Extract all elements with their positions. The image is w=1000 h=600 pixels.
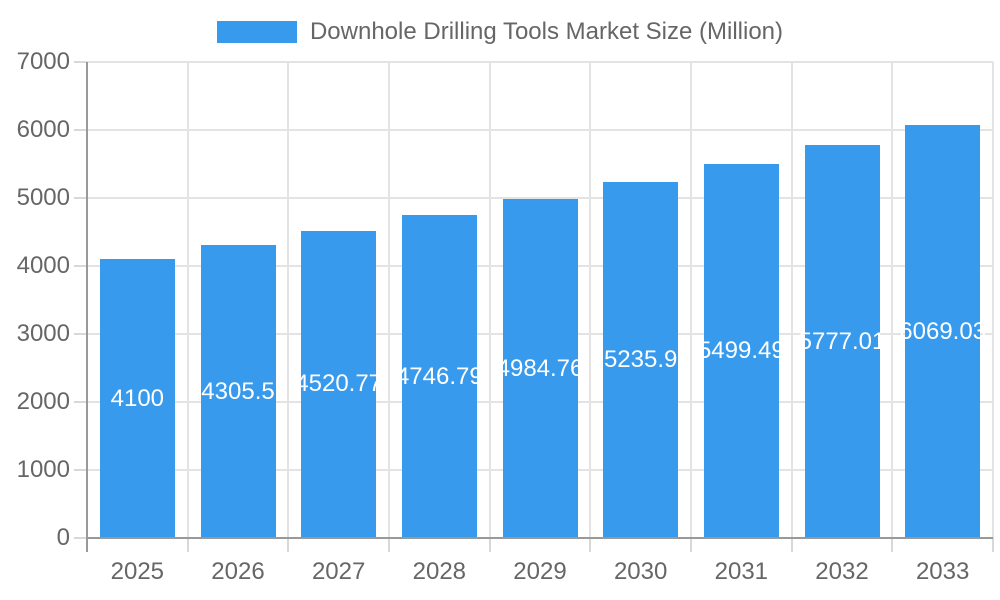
- bar: [905, 125, 981, 538]
- bar-value-label: 4305.5: [201, 377, 275, 405]
- grid-line-vertical: [992, 62, 994, 538]
- bar: [99, 259, 175, 538]
- y-axis-tick: [74, 197, 87, 199]
- grid-line-vertical: [388, 62, 390, 538]
- grid-line-vertical: [488, 62, 491, 538]
- grid-line-vertical: [790, 62, 793, 538]
- legend-item[interactable]: Downhole Drilling Tools Market Size (Mil…: [0, 14, 1000, 50]
- x-axis-tick: [690, 538, 692, 552]
- grid-line-vertical: [287, 62, 290, 538]
- x-axis-tick: [488, 538, 491, 552]
- bar: [603, 181, 679, 538]
- y-axis-tick: [74, 401, 87, 403]
- y-axis-tick: [74, 469, 87, 471]
- y-axis-tick: [74, 333, 87, 335]
- grid-line-vertical: [589, 62, 592, 538]
- bar-value-label: 5235.9: [603, 345, 678, 373]
- legend-label: Downhole Drilling Tools Market Size (Mil…: [309, 18, 784, 45]
- x-axis-tick: [891, 538, 894, 552]
- y-axis-tick-label: 6000: [16, 116, 70, 143]
- x-axis-tick-label: 2027: [311, 558, 366, 585]
- bar-value-label: 5499.49: [697, 337, 785, 365]
- x-axis-tick-label: 2028: [412, 558, 467, 585]
- y-axis-line: [86, 62, 88, 552]
- x-axis-tick-label: 2032: [815, 558, 869, 585]
- grid-line-vertical: [891, 62, 894, 538]
- x-axis-line: [87, 537, 993, 539]
- bar: [502, 199, 578, 538]
- x-axis-tick: [790, 538, 793, 552]
- grid-line-vertical: [186, 62, 189, 538]
- y-axis-tick-label: 1000: [16, 456, 70, 483]
- bar: [703, 164, 779, 538]
- grid-line-horizontal: [87, 61, 993, 63]
- x-axis-tick-label: 2026: [211, 558, 265, 585]
- x-axis-tick-label: 2030: [613, 558, 668, 585]
- bar-value-label: 4984.76: [496, 354, 584, 382]
- y-axis-tick: [74, 265, 87, 267]
- x-axis-tick: [186, 538, 189, 552]
- grid-line-vertical: [690, 62, 692, 538]
- bar-value-label: 4100: [110, 384, 165, 412]
- bar: [804, 145, 880, 538]
- y-axis-tick-label: 5000: [16, 184, 70, 211]
- legend-swatch: [216, 21, 297, 43]
- bar: [301, 230, 377, 538]
- x-axis-tick-label: 2031: [714, 558, 769, 585]
- y-axis-tick-label: 3000: [16, 320, 70, 347]
- y-axis-tick: [74, 537, 87, 539]
- grid-line-horizontal: [87, 197, 993, 199]
- bar-value-label: 4746.79: [395, 362, 483, 390]
- x-axis-tick-label: 2029: [513, 558, 567, 585]
- y-axis-tick-label: 7000: [16, 48, 70, 75]
- x-axis-tick-label: 2033: [915, 558, 970, 585]
- bar-value-label: 5777.01: [798, 327, 886, 355]
- bar-value-label: 4520.77: [295, 370, 383, 398]
- y-axis-tick-label: 4000: [16, 252, 70, 279]
- bar-value-label: 6069.03: [899, 317, 987, 345]
- y-axis-tick: [74, 61, 87, 63]
- y-axis-tick: [74, 129, 87, 131]
- x-axis-tick: [992, 538, 994, 552]
- y-axis-tick-label: 2000: [16, 388, 70, 415]
- x-axis-tick: [388, 538, 390, 552]
- x-axis-tick-label: 2025: [110, 558, 165, 585]
- bar: [200, 245, 276, 538]
- y-axis-tick-label: 0: [56, 524, 70, 551]
- x-axis-tick: [589, 538, 592, 552]
- x-axis-tick: [287, 538, 290, 552]
- bar: [401, 215, 477, 538]
- grid-line-horizontal: [87, 129, 993, 131]
